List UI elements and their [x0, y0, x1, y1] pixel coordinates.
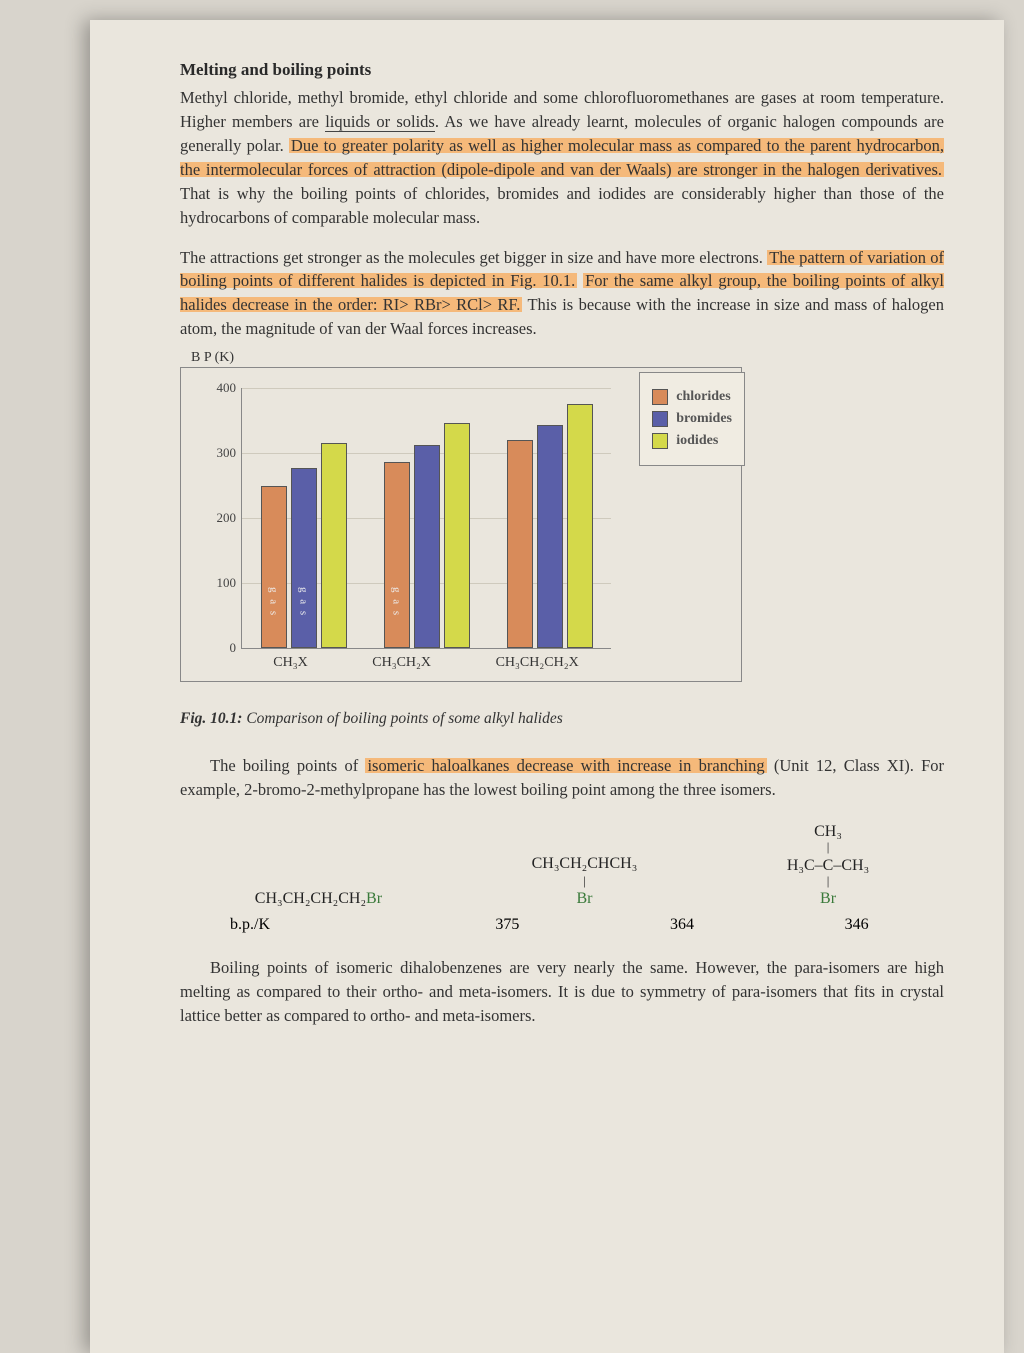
text: The attractions get stronger as the mole… [180, 248, 767, 267]
bar-iodides [567, 404, 593, 648]
isomer-3: CH₃ | H₃C–C–CH₃ | Br [787, 822, 869, 910]
y-tick-label: 0 [230, 640, 237, 656]
isomer-2: CH₃CH₂CHCH₃ | Br [532, 854, 638, 910]
section-heading: Melting and boiling points [180, 60, 944, 80]
legend-label: chlorides [676, 389, 730, 405]
x-tick-label: CH₃X [273, 655, 307, 671]
bar-inline-label: g a s [268, 587, 280, 617]
chart-legend: chlorides bromides iodides [639, 372, 745, 466]
legend-label: iodides [676, 433, 718, 449]
textbook-page: Melting and boiling points Methyl chlori… [90, 20, 1004, 1353]
legend-item: chlorides [652, 389, 732, 405]
figure-caption: Fig. 10.1: Comparison of boiling points … [180, 710, 944, 728]
y-tick-label: 200 [217, 510, 237, 526]
chart-x-labels: CH₃X CH₃CH₂X CH₃CH₂CH₂X [241, 655, 611, 671]
legend-label: bromides [676, 411, 732, 427]
bar-group [507, 404, 593, 648]
isomer-structures: CH₃CH₂CH₂CH₂Br CH₃CH₂CHCH₃ | Br CH₃ | H₃… [180, 822, 944, 910]
bar-inline-label: g a s [298, 587, 310, 617]
legend-item: bromides [652, 411, 732, 427]
bar-iodides [444, 423, 470, 648]
legend-swatch [652, 411, 668, 427]
bar-inline-label: g a s [391, 587, 403, 617]
bar-group: g a sg a s [261, 443, 347, 648]
br-label: Br [532, 889, 638, 910]
highlighted-text: Due to greater polarity as well as highe… [180, 136, 944, 179]
legend-swatch [652, 433, 668, 449]
boiling-point-chart: B P (K) g a sg a sg a s 0100200300400 CH… [180, 367, 742, 682]
para-3: The boiling points of isomeric haloalkan… [180, 754, 944, 802]
legend-item: iodides [652, 433, 732, 449]
highlighted-text: isomeric haloalkanes decrease with incre… [365, 756, 766, 775]
bar-bromides [537, 425, 563, 649]
bar-chlorides: g a s [261, 486, 287, 649]
bar-bromides [414, 445, 440, 648]
bp-label: b.p./K [180, 916, 420, 934]
underlined-text: liquids or solids [325, 112, 435, 132]
boiling-point-values: b.p./K 375 364 346 [180, 916, 944, 934]
bp-value-2: 364 [670, 916, 694, 934]
bar-bromides: g a s [291, 468, 317, 649]
y-tick-label: 300 [217, 445, 237, 461]
x-tick-label: CH₃CH₂X [372, 655, 431, 671]
formula: CH₃CH₂CHCH₃ [532, 854, 638, 875]
para-1: Methyl chloride, methyl bromide, ethyl c… [180, 86, 944, 230]
bar-group: g a s [384, 423, 470, 648]
y-tick-label: 400 [217, 380, 237, 396]
formula: CH₃CH₂CH₂CH₂Br [255, 890, 382, 907]
br-label: Br [787, 889, 869, 910]
x-tick-label: CH₃CH₂CH₂X [496, 655, 579, 671]
legend-swatch [652, 389, 668, 405]
bar-iodides [321, 443, 347, 648]
bp-value-3: 346 [845, 916, 869, 934]
figure-caption-text: Comparison of boiling points of some alk… [242, 710, 562, 727]
bar-chlorides: g a s [384, 462, 410, 648]
para-2: The attractions get stronger as the mole… [180, 246, 944, 342]
figure-number: Fig. 10.1: [180, 710, 242, 727]
bar-chlorides [507, 440, 533, 648]
y-tick-label: 100 [217, 575, 237, 591]
text: The boiling points of [210, 756, 365, 775]
y-axis-title: B P (K) [191, 350, 234, 366]
text: That is why the boiling points of chlori… [180, 184, 944, 227]
isomer-1: CH₃CH₂CH₂CH₂Br [255, 889, 382, 910]
para-4: Boiling points of isomeric dihalobenzene… [180, 956, 944, 1028]
chart-plot-area: g a sg a sg a s 0100200300400 [241, 388, 611, 649]
chart-bars: g a sg a sg a s [242, 388, 611, 648]
bp-value-1: 375 [495, 916, 519, 934]
